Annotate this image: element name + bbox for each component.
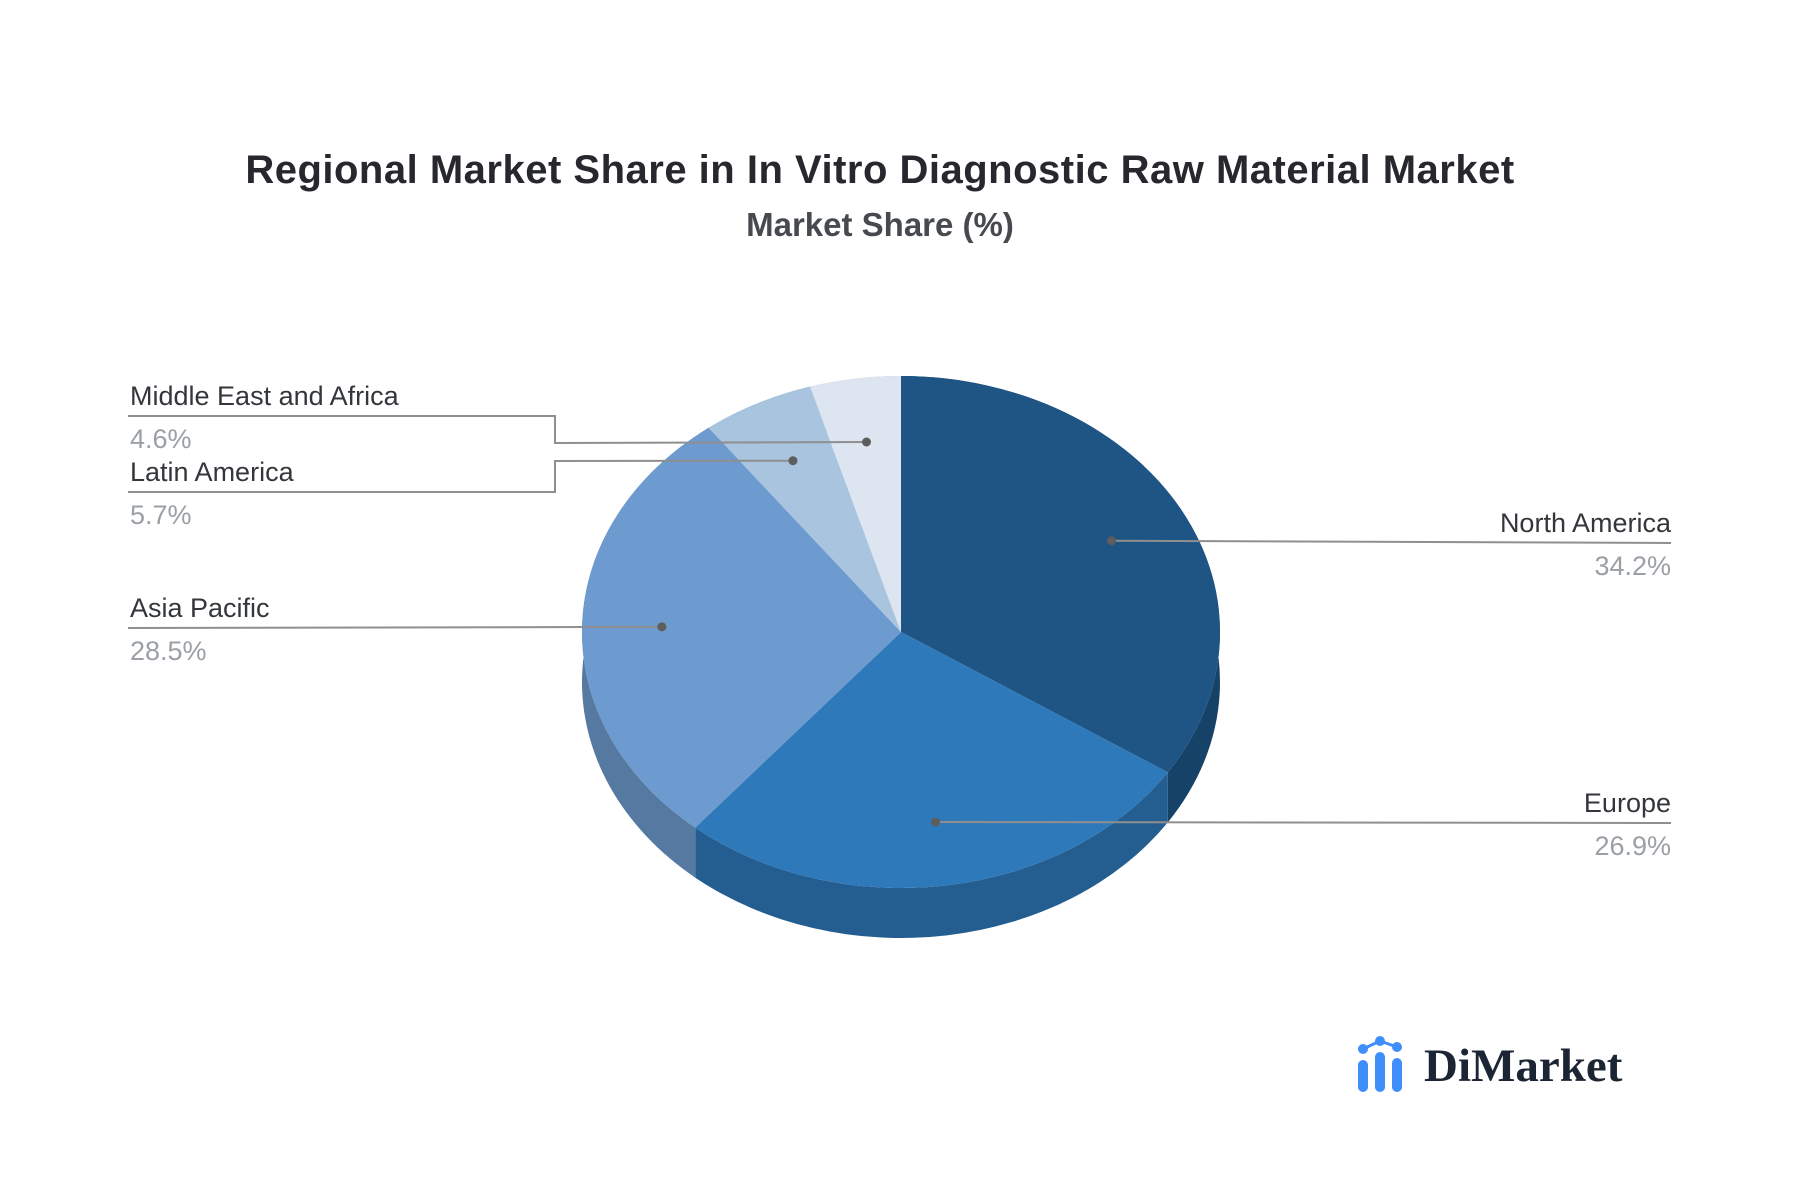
leader-dot-2 [657,622,667,632]
callout-pct-0: 34.2% [1594,551,1671,581]
callout-label-1: Europe [1584,788,1671,818]
brand-logo-text: DiMarket [1424,1040,1623,1092]
pie-slice-europe[interactable] [695,632,1168,888]
callout-label-2: Asia Pacific [130,593,270,623]
pie-slice-middle-east-and-africa[interactable] [809,376,901,632]
leader-dot-1 [930,817,940,827]
callout-pct-4: 4.6% [130,424,192,454]
callout-pct-2: 28.5% [130,636,207,666]
pie-slice-north-america[interactable] [901,376,1220,773]
leader-line-3 [128,459,793,493]
callout-label-4: Middle East and Africa [130,381,400,411]
chart-subtitle: Market Share (%) [746,206,1014,243]
bar-line-chart-icon [1358,1036,1402,1092]
chart-title: Regional Market Share in In Vitro Diagno… [245,148,1515,192]
leader-line-2 [127,625,662,629]
pie-side-1 [695,772,1168,939]
pie-slice-asia-pacific[interactable] [582,427,901,828]
callout-pct-3: 5.7% [130,500,192,530]
leader-line-0 [1111,539,1672,544]
callout-label-0: North America [1500,508,1672,538]
callout-pct-1: 26.9% [1594,831,1671,861]
pie-slice-latin-america[interactable] [708,386,901,632]
leader-line-4 [128,415,867,445]
brand-logo: DiMarket [1356,1036,1622,1094]
leader-dot-3 [788,456,798,466]
leader-dot-0 [1106,536,1116,546]
leader-line-1 [935,820,1672,824]
leader-dot-4 [862,437,872,447]
callout-label-3: Latin America [130,457,295,487]
